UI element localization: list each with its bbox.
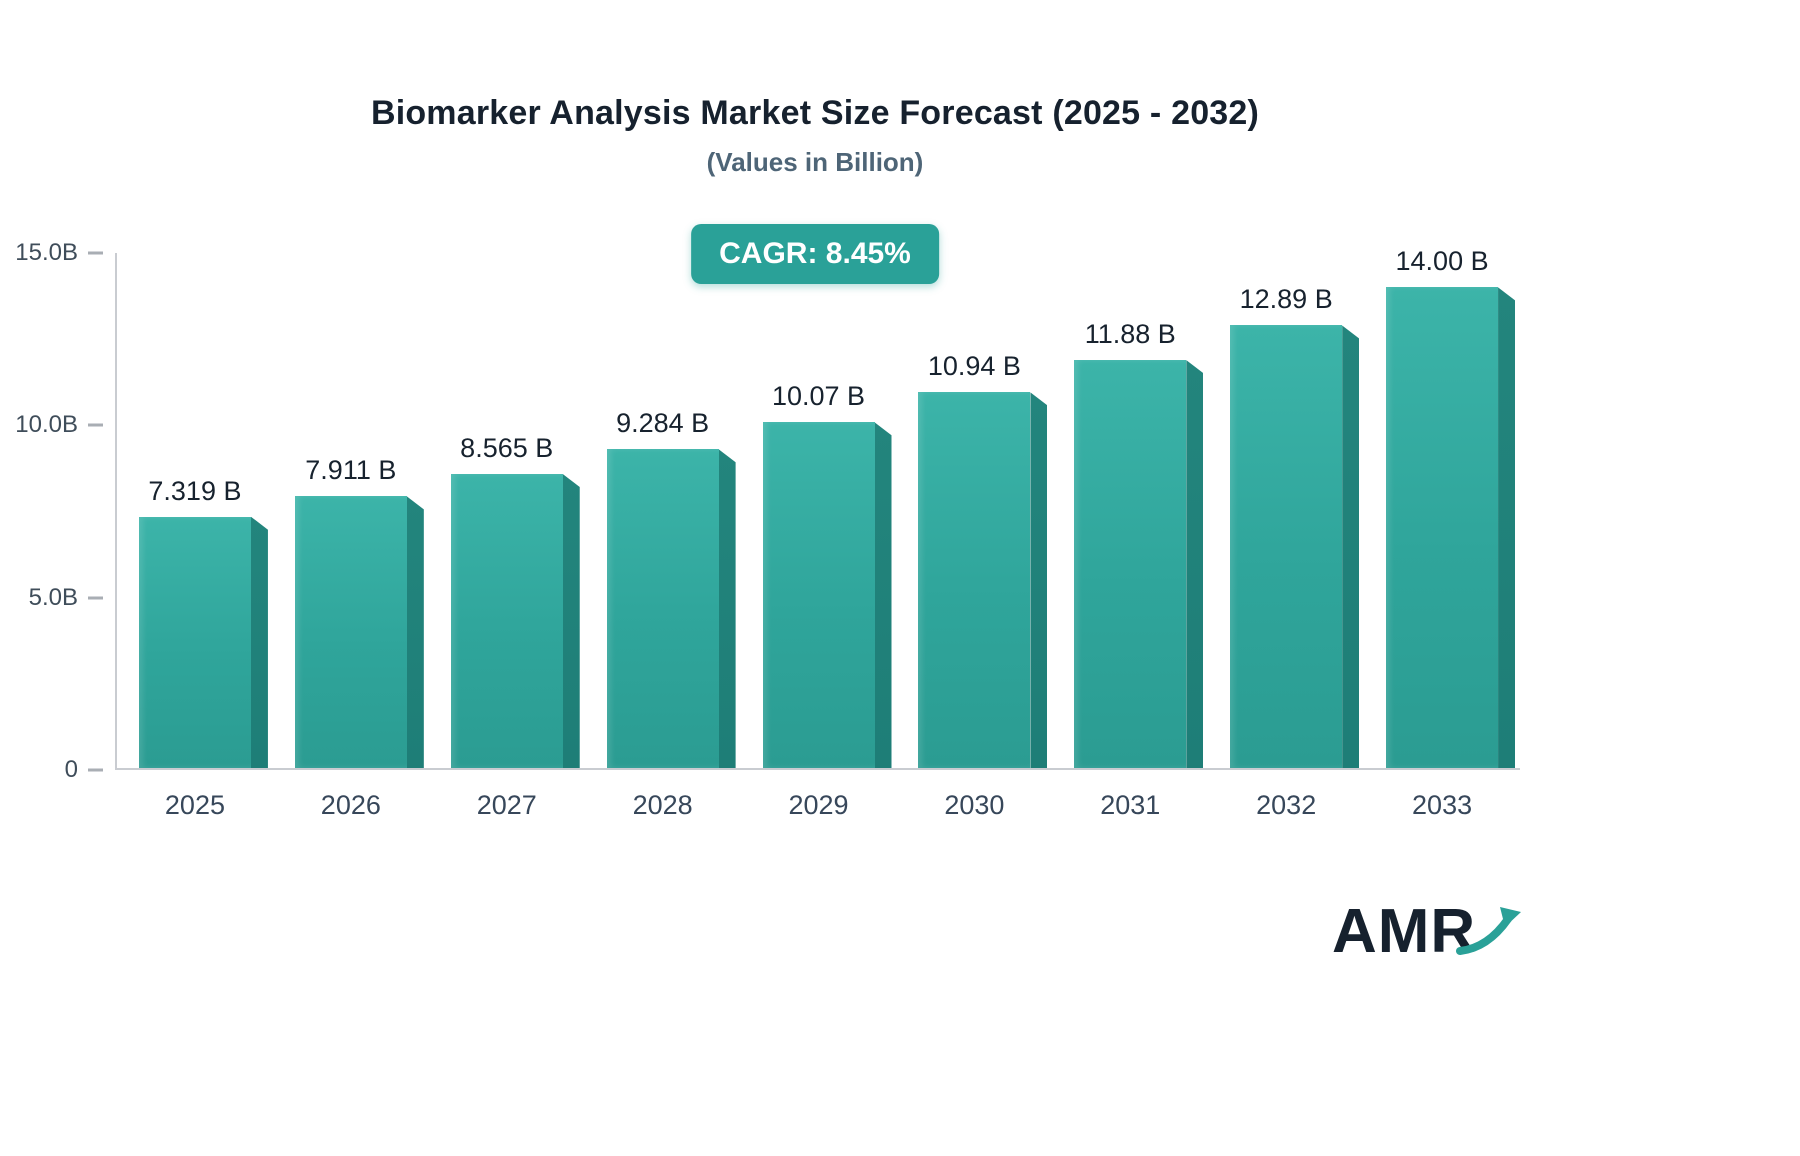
bar: 12.89 B: [1230, 284, 1343, 768]
x-axis-category-label: 2025: [164, 790, 225, 820]
bar: 7.319 B: [138, 476, 251, 768]
y-axis-tick-label: 10.0B: [15, 411, 78, 439]
bar: 14.00 B: [1386, 246, 1499, 768]
growth-arrow-icon: [1456, 905, 1522, 964]
bar-cell: 7.319 B 2025: [117, 253, 273, 820]
bar-value-label: 11.88 B: [1084, 319, 1176, 350]
y-axis-tick-label: 5.0B: [28, 583, 78, 611]
bar-cell: 12.89 B 2032: [1208, 253, 1364, 820]
y-axis-tick-label: 0: [64, 756, 78, 783]
logo-text: AMR: [1332, 897, 1477, 966]
bar-cell: 10.94 B 2030: [896, 253, 1052, 820]
bar-value-label: 12.89 B: [1239, 284, 1333, 315]
bar-value-label: 10.07 B: [771, 381, 866, 412]
bar-value-label: 14.00 B: [1395, 246, 1489, 277]
bar-cell: 10.07 B 2029: [741, 253, 897, 820]
chart-title: Biomarker Analysis Market Size Forecast …: [370, 94, 1260, 132]
amr-logo: AMR: [1332, 896, 1522, 967]
bar-cell: 11.88 B 2031: [1052, 253, 1208, 820]
bar: 10.07 B: [762, 381, 875, 768]
bar: 10.94 B: [918, 351, 1031, 768]
bar: 8.565 B: [450, 433, 563, 768]
y-axis-tick-mark: [88, 596, 103, 600]
y-axis-tick-label: 15.0B: [15, 239, 78, 266]
x-axis-category-label: 2030: [944, 790, 1005, 820]
y-axis-tick-mark: [88, 423, 103, 427]
bar-cell: 9.284 B 2028: [585, 253, 741, 820]
x-axis-category-label: 2028: [632, 790, 693, 820]
bar-value-label: 9.284 B: [616, 408, 710, 439]
bar-value-label: 8.565 B: [460, 432, 554, 463]
bar-cell: 7.911 B 2026: [273, 253, 429, 820]
y-axis-tick-mark: [88, 251, 103, 255]
chart-subtitle: (Values in Billion): [706, 147, 924, 177]
x-axis-category-label: 2031: [1100, 790, 1161, 820]
y-axis-tick-mark: [88, 768, 103, 772]
bar-value-label: 7.911 B: [305, 455, 397, 486]
bar: 9.284 B: [606, 408, 719, 768]
bar-value-label: 7.319 B: [148, 475, 242, 506]
x-axis-category-label: 2026: [320, 790, 381, 820]
bar-cell: 8.565 B 2027: [429, 253, 585, 820]
bar: 11.88 B: [1074, 319, 1187, 768]
bar-value-label: 10.94 B: [927, 351, 1021, 382]
x-axis-category-label: 2033: [1412, 790, 1473, 820]
plot-area: 7.319 B 2025 7.911 B 2026 8.565 B 2027 9.284 B…: [115, 246, 1520, 820]
bar-cell: 14.00 B 2033: [1364, 246, 1520, 820]
cagr-badge: CAGR: 8.45%: [691, 224, 939, 284]
x-axis-category-label: 2029: [788, 790, 849, 820]
x-axis-category-label: 2027: [476, 790, 537, 820]
bar: 7.911 B: [294, 455, 407, 768]
x-axis-category-label: 2032: [1256, 790, 1317, 820]
